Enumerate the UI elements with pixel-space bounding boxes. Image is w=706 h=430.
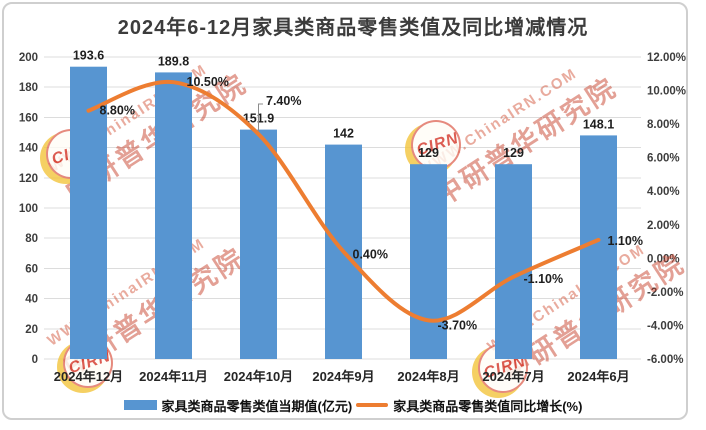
panel-border — [2, 2, 688, 420]
chart-title: 2024年6-12月家具类商品零售类值及同比增减情况 — [117, 17, 589, 39]
legend-item-line-series: 家具类商品零售类值同比增长(%) — [356, 396, 582, 415]
legend: 家具类商品零售类值当期值(亿元) 家具类商品零售类值同比增长(%) — [0, 395, 706, 415]
legend-bar-label: 家具类商品零售类值当期值(亿元) — [161, 398, 353, 414]
legend-item-bar-series: 家具类商品零售类值当期值(亿元) — [123, 396, 353, 415]
legend-line-swatch-icon — [356, 403, 389, 407]
legend-line-label: 家具类商品零售类值同比增长(%) — [393, 398, 583, 414]
legend-bar-swatch-icon — [123, 400, 157, 410]
